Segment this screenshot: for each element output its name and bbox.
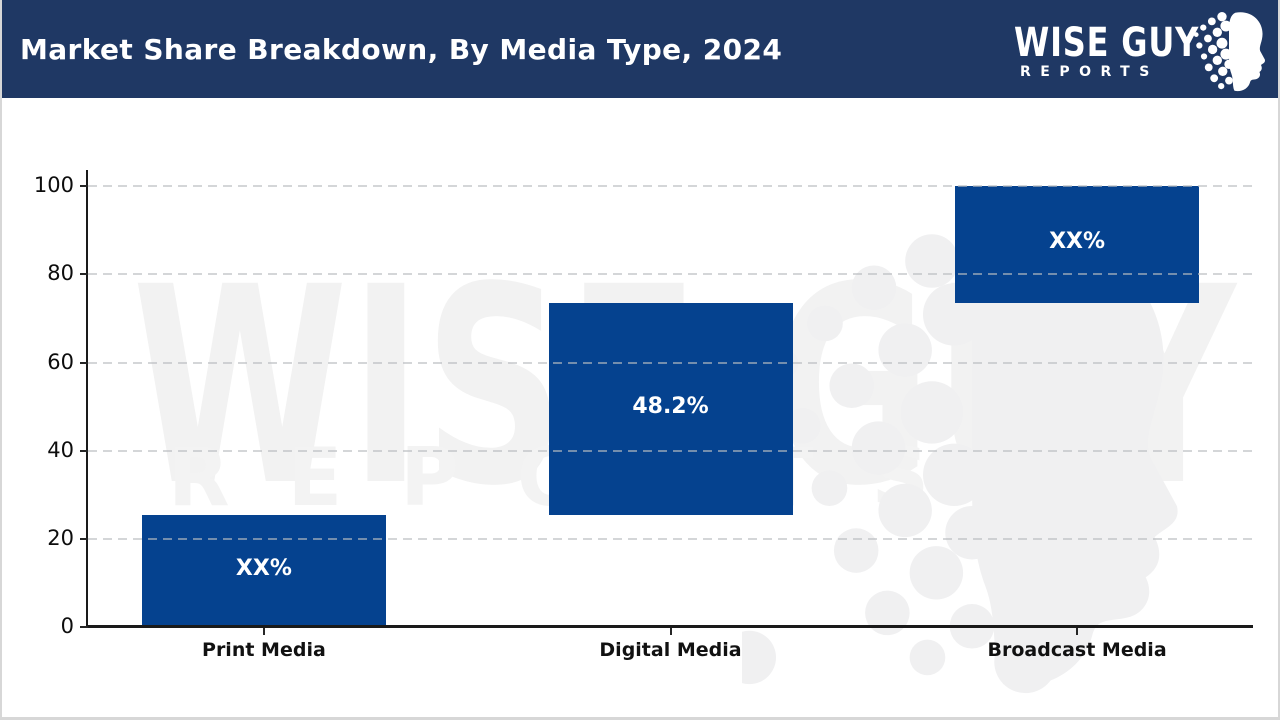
y-tick-label-100: 100 bbox=[33, 173, 74, 198]
gridline-80 bbox=[88, 273, 1253, 276]
y-tick-40 bbox=[80, 449, 88, 452]
page-title: Market Share Breakdown, By Media Type, 2… bbox=[20, 32, 783, 66]
bar-value-label-broadcast-media: XX% bbox=[1049, 229, 1106, 255]
x-category-label-broadcast-media: Broadcast Media bbox=[987, 639, 1167, 661]
x-category-label-digital-media: Digital Media bbox=[599, 639, 742, 661]
bar-print-media bbox=[141, 515, 386, 627]
y-tick-60 bbox=[80, 361, 88, 364]
gridline-60 bbox=[88, 361, 1253, 364]
gridline-100 bbox=[88, 185, 1253, 188]
x-axis-line bbox=[86, 625, 1253, 628]
bar-value-label-digital-media: 48.2% bbox=[632, 393, 709, 419]
y-tick-label-40: 40 bbox=[47, 437, 74, 462]
logo-subtext: REPORTS bbox=[1020, 64, 1159, 80]
header-bar: Market Share Breakdown, By Media Type, 2… bbox=[0, 0, 1280, 98]
bar-digital-media bbox=[548, 302, 793, 516]
bar-value-label-print-media: XX% bbox=[235, 556, 292, 582]
gridline-20 bbox=[88, 537, 1253, 540]
y-tick-20 bbox=[80, 537, 88, 540]
y-tick-100 bbox=[80, 185, 88, 188]
bar-broadcast-media bbox=[955, 186, 1200, 303]
y-tick-80 bbox=[80, 273, 88, 276]
logo-face-icon bbox=[1193, 12, 1266, 92]
x-category-label-print-media: Print Media bbox=[202, 639, 326, 661]
y-tick-label-60: 60 bbox=[47, 349, 74, 374]
wise-guy-logo: WISE GUY REPORTS bbox=[1014, 6, 1266, 94]
y-tick-label-0: 0 bbox=[60, 614, 74, 638]
y-tick-label-80: 80 bbox=[47, 261, 74, 286]
logo-wordmark: WISE GUY bbox=[1014, 20, 1200, 66]
x-tick-broadcast-media bbox=[1076, 628, 1079, 635]
x-tick-print-media bbox=[262, 628, 265, 635]
y-tick-0 bbox=[80, 626, 88, 628]
x-tick-digital-media bbox=[669, 628, 672, 635]
y-tick-label-20: 20 bbox=[47, 525, 74, 550]
y-axis-line bbox=[86, 170, 88, 628]
gridline-40 bbox=[88, 449, 1253, 452]
